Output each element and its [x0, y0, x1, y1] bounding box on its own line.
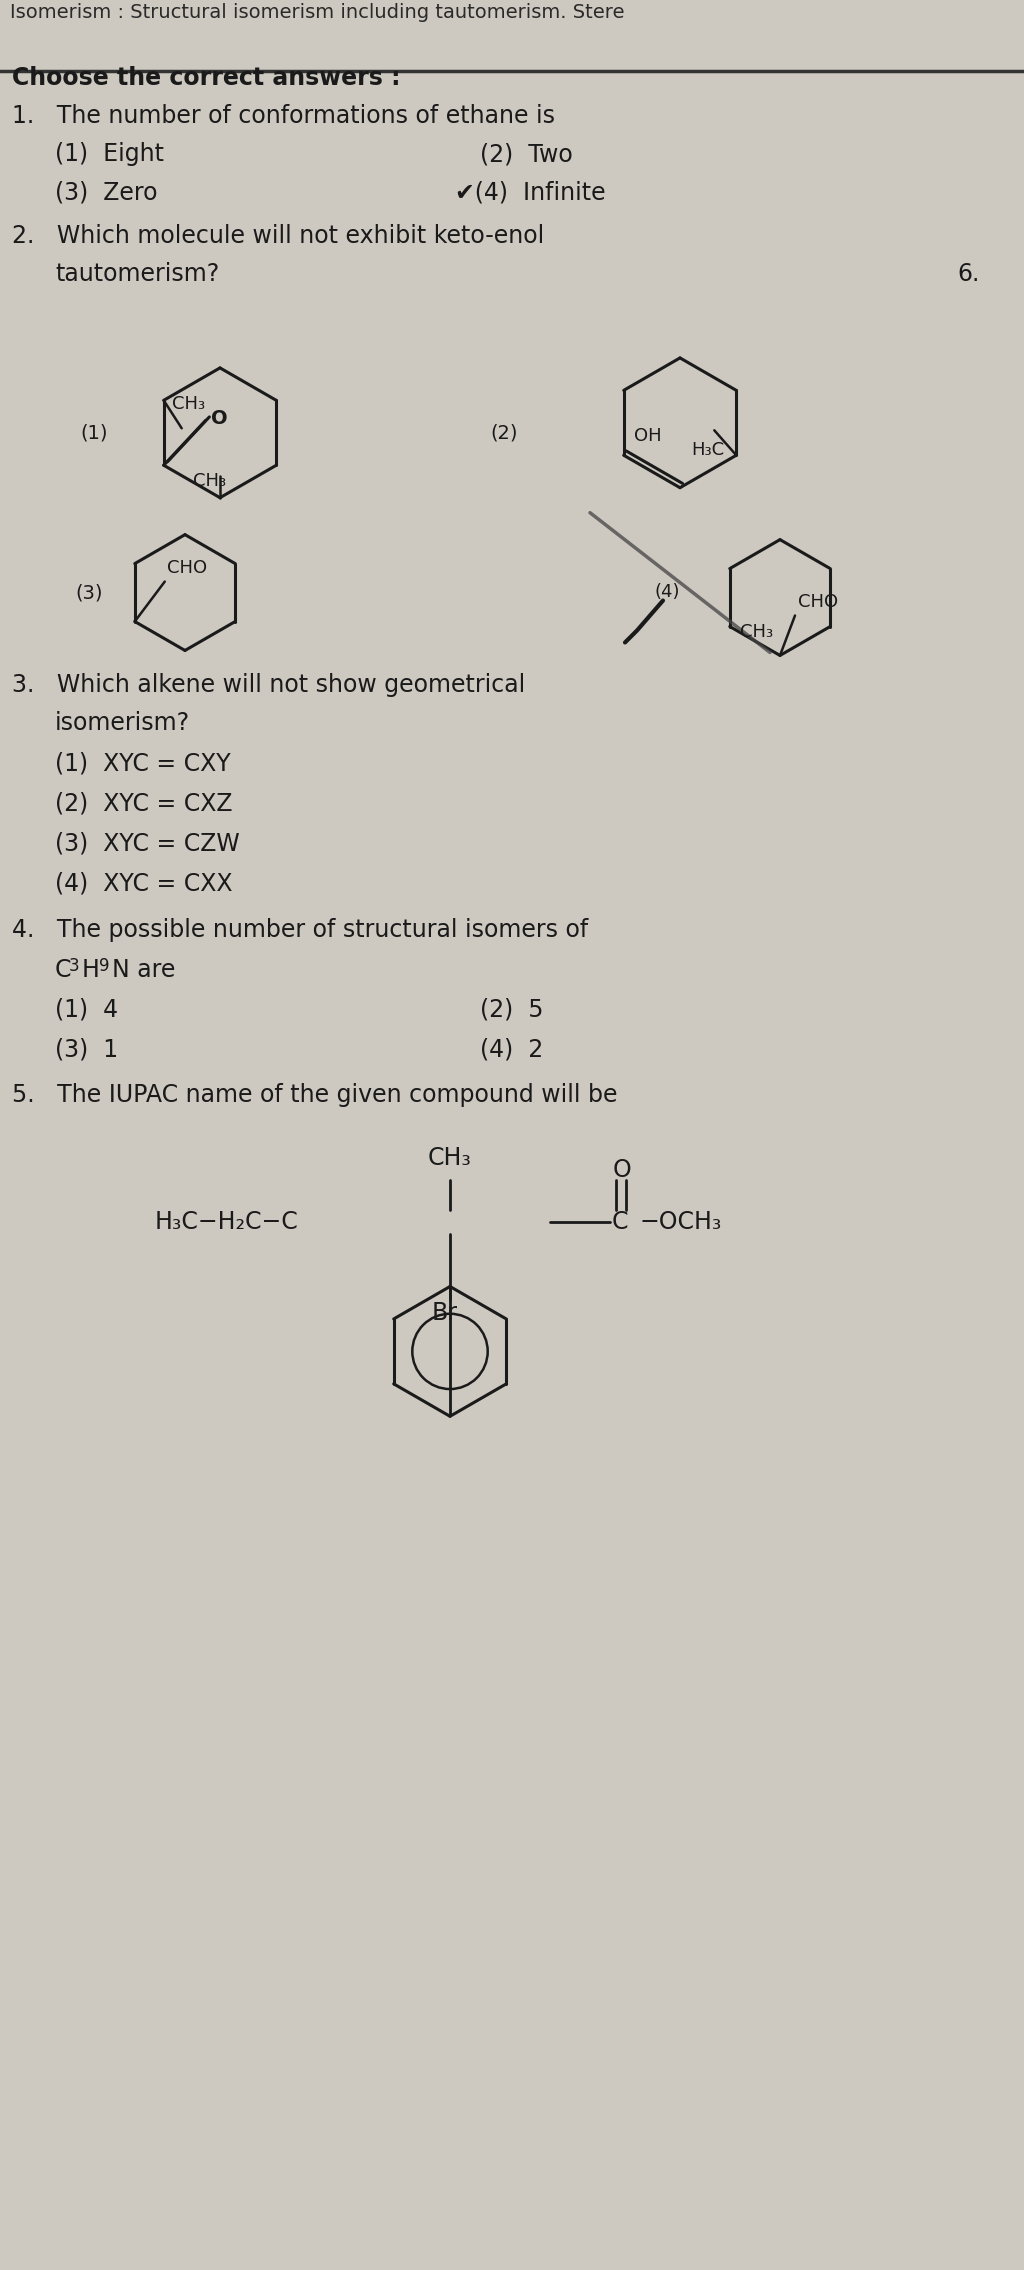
Text: (1): (1) [80, 422, 108, 443]
Text: Choose the correct answers :: Choose the correct answers : [12, 66, 400, 91]
Text: H₃C−H₂C−C: H₃C−H₂C−C [155, 1210, 299, 1233]
Text: 4.   The possible number of structural isomers of: 4. The possible number of structural iso… [12, 917, 588, 942]
Text: 2.   Which molecule will not exhibit keto-enol: 2. Which molecule will not exhibit keto-… [12, 225, 544, 247]
Text: 6.: 6. [957, 261, 980, 286]
Text: (1)  Eight: (1) Eight [55, 143, 164, 166]
Text: (3)  1: (3) 1 [55, 1037, 118, 1062]
Text: (4)  XYC = CXX: (4) XYC = CXX [55, 872, 232, 894]
Text: OH: OH [634, 427, 662, 445]
Text: Br: Br [432, 1301, 458, 1326]
Text: ✔(4)  Infinite: ✔(4) Infinite [455, 179, 605, 204]
Text: (3): (3) [75, 583, 102, 602]
Text: isomerism?: isomerism? [55, 711, 190, 735]
Text: CH₃: CH₃ [428, 1146, 472, 1169]
Text: (1)  XYC = CXY: (1) XYC = CXY [55, 751, 230, 776]
Text: N are: N are [112, 958, 175, 983]
Text: 1.   The number of conformations of ethane is: 1. The number of conformations of ethane… [12, 104, 555, 129]
Text: H: H [82, 958, 100, 983]
Text: (3)  XYC = CZW: (3) XYC = CZW [55, 831, 240, 856]
Text: CH₃: CH₃ [739, 622, 773, 640]
Text: (2): (2) [490, 422, 517, 443]
Text: O: O [211, 409, 227, 427]
Text: 3: 3 [69, 958, 80, 976]
Text: (1)  4: (1) 4 [55, 999, 118, 1022]
Text: (2)  Two: (2) Two [480, 143, 572, 166]
Text: 5.   The IUPAC name of the given compound will be: 5. The IUPAC name of the given compound … [12, 1083, 617, 1108]
Text: Isomerism : Structural isomerism including tautomerism. Stere: Isomerism : Structural isomerism includi… [10, 5, 625, 23]
Text: H₃C: H₃C [691, 440, 724, 459]
Text: O: O [612, 1158, 632, 1183]
Text: CHO: CHO [167, 558, 207, 577]
Text: CH₃: CH₃ [172, 395, 205, 413]
Text: 9: 9 [99, 958, 110, 976]
Text: tautomerism?: tautomerism? [55, 261, 219, 286]
Text: CHO: CHO [798, 592, 838, 611]
Text: −OCH₃: −OCH₃ [640, 1210, 722, 1233]
Text: C: C [611, 1210, 629, 1233]
Text: (3)  Zero: (3) Zero [55, 179, 158, 204]
Text: (4): (4) [655, 583, 681, 602]
Text: 3.   Which alkene will not show geometrical: 3. Which alkene will not show geometrica… [12, 674, 525, 697]
Text: CH₃: CH₃ [194, 472, 226, 490]
Text: (2)  XYC = CXZ: (2) XYC = CXZ [55, 792, 232, 815]
Text: (2)  5: (2) 5 [480, 999, 544, 1022]
Text: C: C [55, 958, 72, 983]
Text: (4)  2: (4) 2 [480, 1037, 544, 1062]
